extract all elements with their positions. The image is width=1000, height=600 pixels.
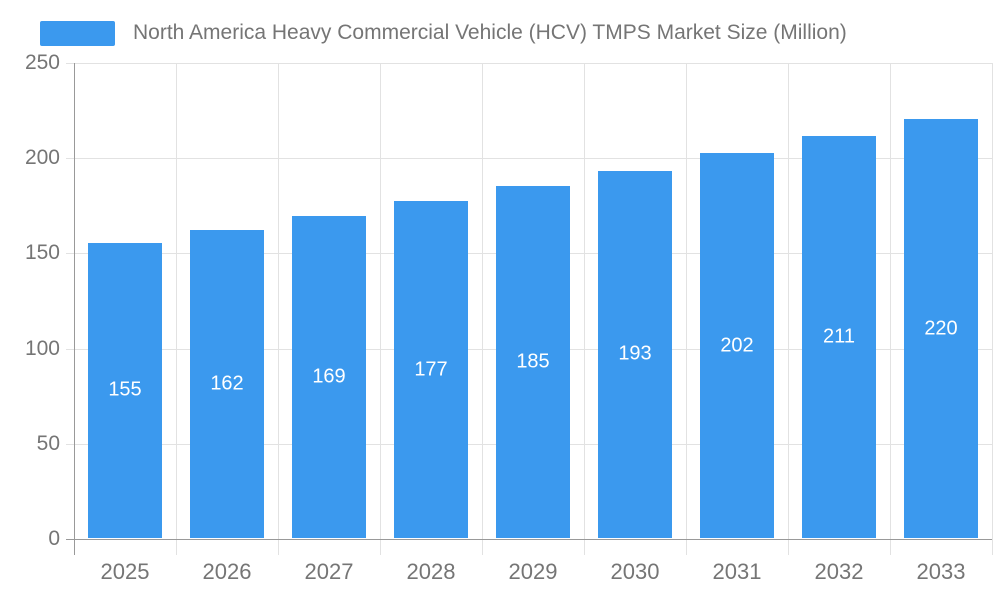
x-gridline xyxy=(482,63,483,555)
y-axis-tick-label: 0 xyxy=(48,527,60,550)
x-axis-tick-label: 2032 xyxy=(814,559,864,584)
bar-value-label: 220 xyxy=(924,317,958,340)
x-axis-tick-label: 2029 xyxy=(508,559,558,584)
x-gridline xyxy=(176,63,177,555)
bar-value-label: 169 xyxy=(312,365,346,388)
y-gridline xyxy=(66,63,992,64)
bar-2029[interactable]: 185 xyxy=(496,185,570,538)
x-axis-line xyxy=(66,539,992,540)
y-axis-line xyxy=(74,63,75,555)
y-axis-tick-label: 150 xyxy=(24,241,60,265)
bar-2030[interactable]: 193 xyxy=(598,170,672,538)
x-gridline xyxy=(686,63,687,555)
bar-value-label: 162 xyxy=(210,372,244,395)
bar-2027[interactable]: 169 xyxy=(292,216,366,538)
bar-2028[interactable]: 177 xyxy=(394,201,468,538)
plot-area: 0 50 100 150 200 250 155 2025 162 2026 169 2027 177 2… xyxy=(25,51,993,584)
x-axis-tick-label: 2027 xyxy=(304,559,354,584)
x-axis-tick-label: 2030 xyxy=(610,559,660,584)
bar-2031[interactable]: 202 xyxy=(700,153,774,538)
x-axis-tick-label: 2031 xyxy=(712,559,762,584)
bar-value-label: 202 xyxy=(720,334,754,357)
x-axis-tick-label: 2025 xyxy=(100,559,150,584)
bar-value-label: 155 xyxy=(108,378,142,401)
x-axis-tick-label: 2033 xyxy=(916,559,966,584)
x-axis-tick-label: 2028 xyxy=(406,559,456,584)
bar-2033[interactable]: 220 xyxy=(904,119,978,538)
x-gridline xyxy=(890,63,891,555)
x-gridline xyxy=(278,63,279,555)
y-axis-tick-label: 200 xyxy=(24,146,60,170)
x-gridline xyxy=(380,63,381,555)
bar-value-label: 193 xyxy=(618,342,652,365)
bar-2025[interactable]: 155 xyxy=(88,242,162,538)
y-axis-tick-label: 50 xyxy=(36,431,60,455)
bar-2026[interactable]: 162 xyxy=(190,229,264,538)
y-axis-tick-label: 100 xyxy=(24,336,60,360)
bar-value-label: 211 xyxy=(823,325,855,348)
x-axis-tick-label: 2026 xyxy=(202,559,252,584)
x-gridline xyxy=(584,63,585,555)
y-axis-tick-label: 250 xyxy=(24,51,60,74)
x-gridline xyxy=(992,63,993,555)
bar-value-label: 177 xyxy=(414,358,448,380)
bar-value-label: 185 xyxy=(516,350,550,373)
legend-item[interactable]: North America Heavy Commercial Vehicle (… xyxy=(40,19,847,47)
x-gridline xyxy=(788,63,789,555)
chart-title: North America Heavy Commercial Vehicle (… xyxy=(133,21,847,44)
legend-swatch-icon xyxy=(40,20,115,46)
y-gridline xyxy=(66,158,992,160)
bar-2032[interactable]: 211 xyxy=(802,136,876,538)
